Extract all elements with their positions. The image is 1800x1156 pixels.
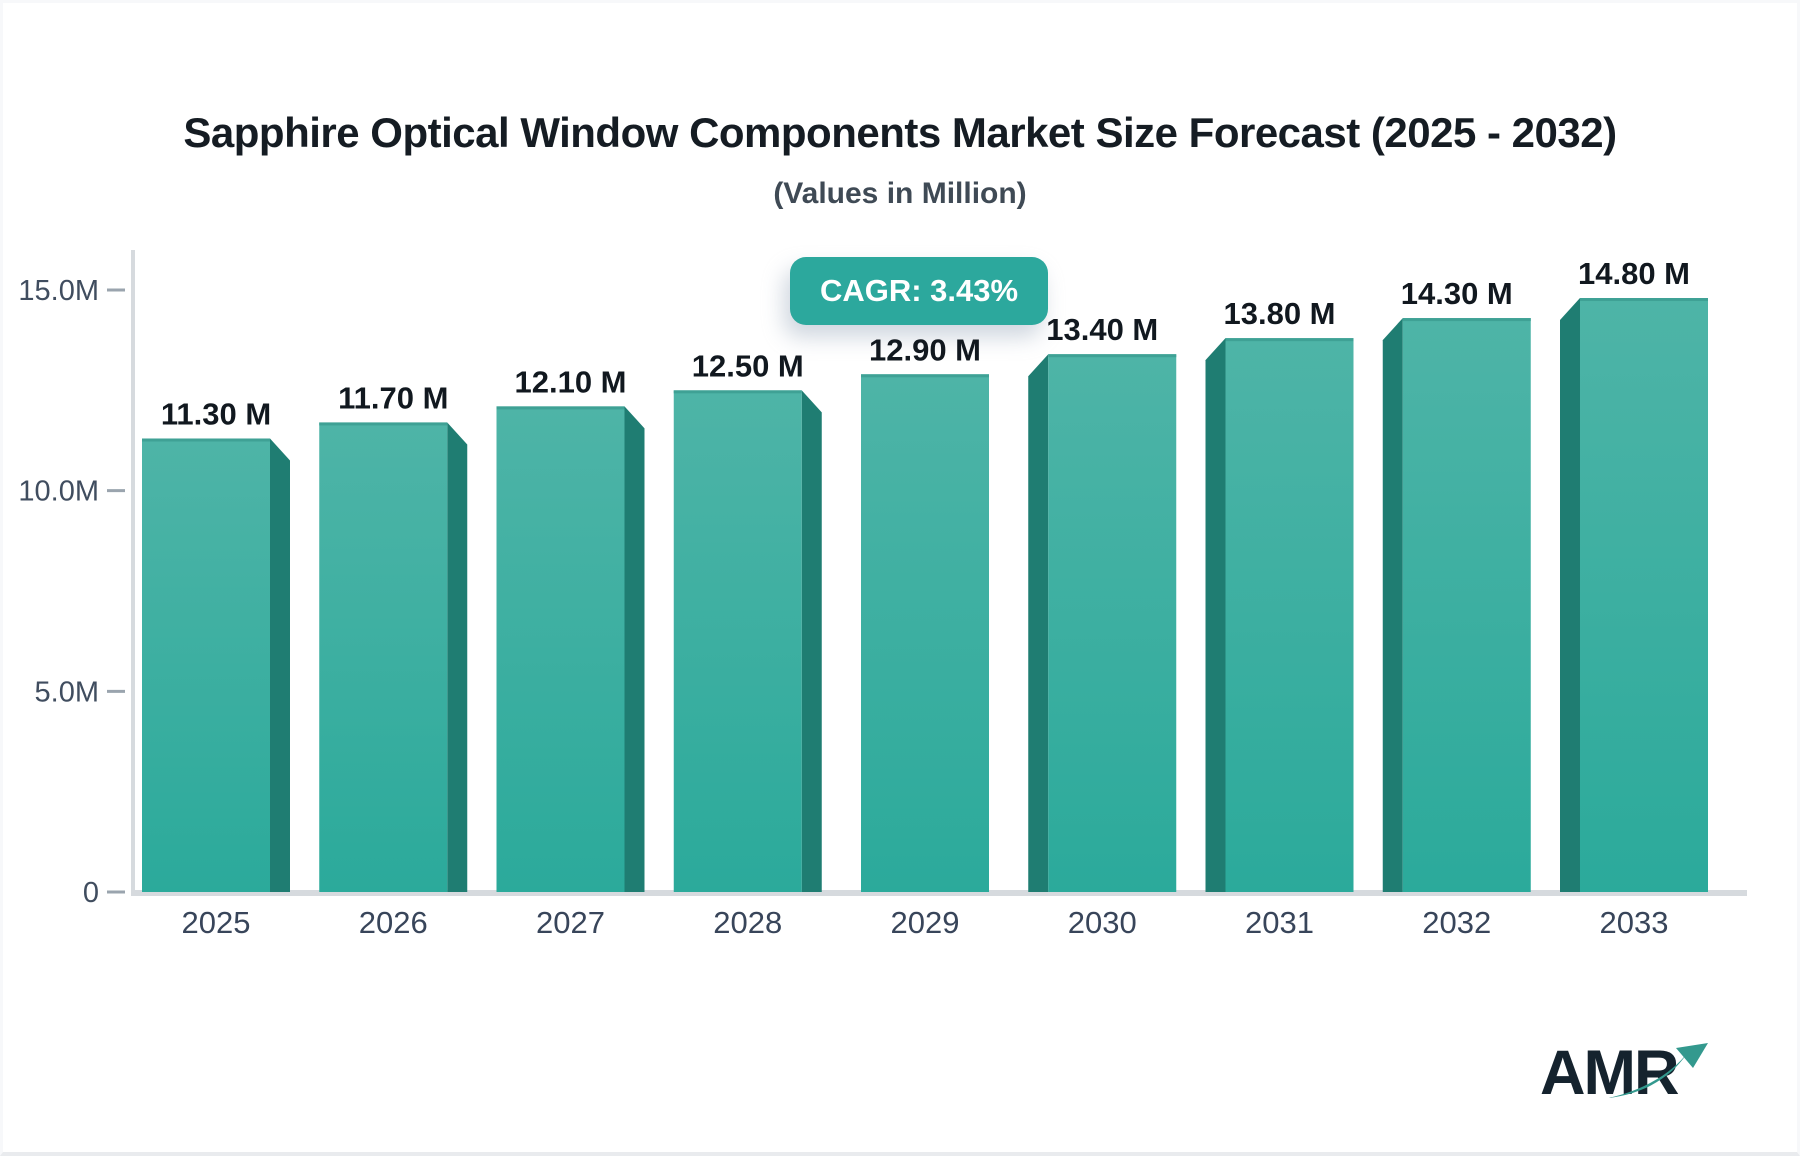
y-tick-label: 0: [83, 877, 99, 909]
x-tick-label: 2033: [1600, 905, 1669, 940]
bar-top-edge: [673, 390, 802, 394]
bar-front-face: [1580, 298, 1708, 892]
bar-value-label: 13.40 M: [1046, 312, 1158, 347]
cagr-badge: CAGR: 3.43%: [790, 257, 1048, 325]
bar-value-label: 11.70 M: [338, 380, 448, 415]
bar-side-face: [1382, 318, 1403, 892]
amr-logo-text: AMR: [1540, 1038, 1679, 1108]
bar-side-face: [624, 406, 645, 892]
x-tick-label: 2030: [1068, 905, 1137, 940]
x-tick-label: 2031: [1245, 905, 1314, 940]
bar-2032: [1382, 318, 1531, 892]
x-tick-label: 2026: [359, 905, 428, 940]
bar-2030: [1028, 354, 1177, 892]
bar-side-face: [1205, 338, 1226, 892]
bar-side-face: [1560, 298, 1580, 892]
bar-2025: [142, 438, 290, 892]
bar-value-label: 13.80 M: [1223, 296, 1335, 331]
bar-side-face: [1028, 354, 1049, 892]
bar-2031: [1205, 338, 1354, 892]
y-tick-label: 15.0M: [18, 275, 99, 307]
bar-2028: [673, 390, 822, 892]
bar-top-edge: [861, 374, 989, 378]
bar-top-edge: [1048, 354, 1177, 358]
bar-side-face: [801, 390, 822, 892]
bar-top-edge: [496, 406, 625, 410]
bar-top-edge: [142, 438, 270, 442]
bar-2029: [861, 374, 989, 892]
bar-side-face: [447, 422, 468, 892]
bar-top-edge: [1225, 338, 1354, 342]
bar-value-label: 12.90 M: [869, 332, 981, 367]
bar-value-label: 12.10 M: [514, 364, 626, 399]
market-forecast-bar-chart: 0 5.0M 10.0M 15.0M 11.30 M 2025 11.70 M 2026 12.…: [18, 250, 1747, 940]
y-tick-label: 5.0M: [35, 676, 99, 708]
bar-value-label: 12.50 M: [692, 348, 804, 383]
x-tick-label: 2028: [713, 905, 782, 940]
bar-value-label: 14.80 M: [1578, 256, 1690, 291]
bar-value-label: 11.30 M: [161, 396, 271, 431]
x-tick-label: 2029: [891, 905, 960, 940]
bar-top-edge: [319, 422, 448, 426]
bar-front-face: [1225, 338, 1354, 892]
bar-2027: [496, 406, 645, 892]
bar-value-label: 14.30 M: [1401, 276, 1513, 311]
bar-top-edge: [1580, 298, 1708, 302]
amr-logo: AMR: [1540, 1037, 1720, 1108]
x-tick-label: 2025: [182, 905, 251, 940]
chart-title: Sapphire Optical Window Components Marke…: [183, 109, 1617, 156]
x-tick-label: 2027: [536, 905, 605, 940]
growth-arrow-icon: [1608, 1043, 1708, 1098]
bar-2033: [1560, 298, 1708, 892]
bar-2026: [319, 422, 468, 892]
bar-front-face: [1402, 318, 1531, 892]
bar-top-edge: [1402, 318, 1531, 322]
bar-front-face: [319, 422, 448, 892]
bar-front-face: [673, 390, 802, 892]
bar-front-face: [142, 438, 270, 892]
x-tick-label: 2032: [1422, 905, 1491, 940]
bar-front-face: [496, 406, 625, 892]
bar-front-face: [861, 374, 989, 892]
y-tick-label: 10.0M: [18, 476, 99, 508]
chart-subtitle: (Values in Million): [773, 177, 1027, 210]
bar-side-face: [270, 438, 290, 892]
bar-front-face: [1048, 354, 1177, 892]
